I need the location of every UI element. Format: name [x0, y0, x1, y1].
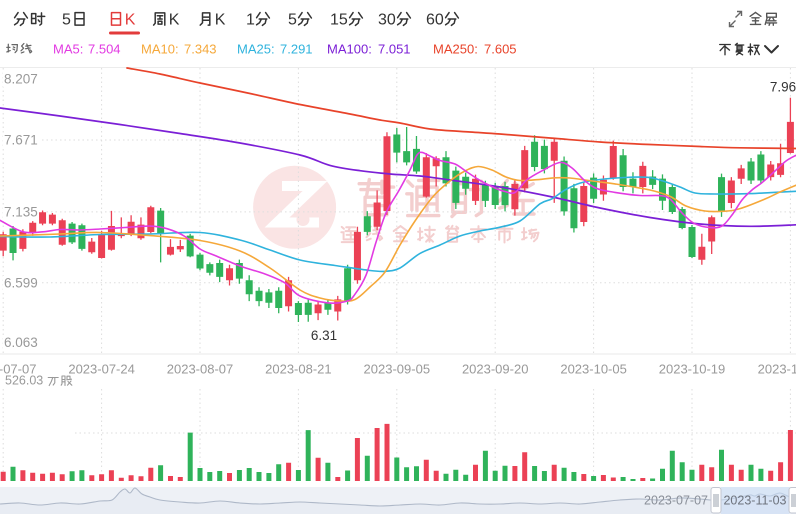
svg-text:7.343: 7.343 [184, 42, 217, 57]
svg-text:MA5:: MA5: [53, 42, 83, 57]
svg-text:2023-07-07: 2023-07-07 [0, 362, 36, 377]
svg-text:2023-07-07: 2023-07-07 [644, 494, 708, 508]
svg-text:8.207: 8.207 [4, 71, 38, 86]
svg-text:15: 15 [330, 12, 348, 29]
svg-text:2023-08-07: 2023-08-07 [167, 362, 234, 377]
svg-text:30: 30 [378, 12, 396, 29]
svg-text:7.671: 7.671 [4, 132, 38, 147]
svg-text:60: 60 [426, 12, 444, 29]
svg-text:2023-08-21: 2023-08-21 [265, 362, 332, 377]
svg-text:MA25:: MA25: [237, 42, 275, 57]
svg-text:6.31: 6.31 [311, 328, 337, 343]
svg-text:5: 5 [288, 12, 297, 29]
svg-text:7.135: 7.135 [4, 205, 38, 220]
svg-text:MA10:: MA10: [141, 42, 179, 57]
svg-text:6.063: 6.063 [4, 335, 38, 350]
svg-text:2023-07-24: 2023-07-24 [68, 362, 135, 377]
svg-text:K: K [125, 12, 136, 29]
svg-text:5: 5 [62, 12, 71, 29]
svg-text:7.051: 7.051 [378, 42, 411, 57]
svg-text:K: K [215, 12, 226, 29]
svg-text:K: K [169, 12, 180, 29]
svg-text:2023-09-05: 2023-09-05 [364, 362, 431, 377]
svg-text:MA250:: MA250: [433, 42, 478, 57]
svg-text:6.599: 6.599 [4, 275, 38, 290]
svg-text:2023-11-03: 2023-11-03 [723, 494, 786, 508]
svg-text:7.96: 7.96 [770, 80, 796, 95]
svg-text:2023-11-03: 2023-11-03 [758, 362, 796, 377]
svg-text:MA100:: MA100: [327, 42, 372, 57]
svg-text:2023-09-20: 2023-09-20 [462, 362, 529, 377]
svg-text:7.504: 7.504 [88, 42, 121, 57]
svg-text:2023-10-05: 2023-10-05 [560, 362, 627, 377]
svg-text:526.03: 526.03 [5, 374, 43, 388]
svg-text:2023-10-19: 2023-10-19 [659, 362, 726, 377]
svg-text:1: 1 [246, 12, 255, 29]
svg-text:7.605: 7.605 [484, 42, 517, 57]
svg-text:7.291: 7.291 [280, 42, 313, 57]
